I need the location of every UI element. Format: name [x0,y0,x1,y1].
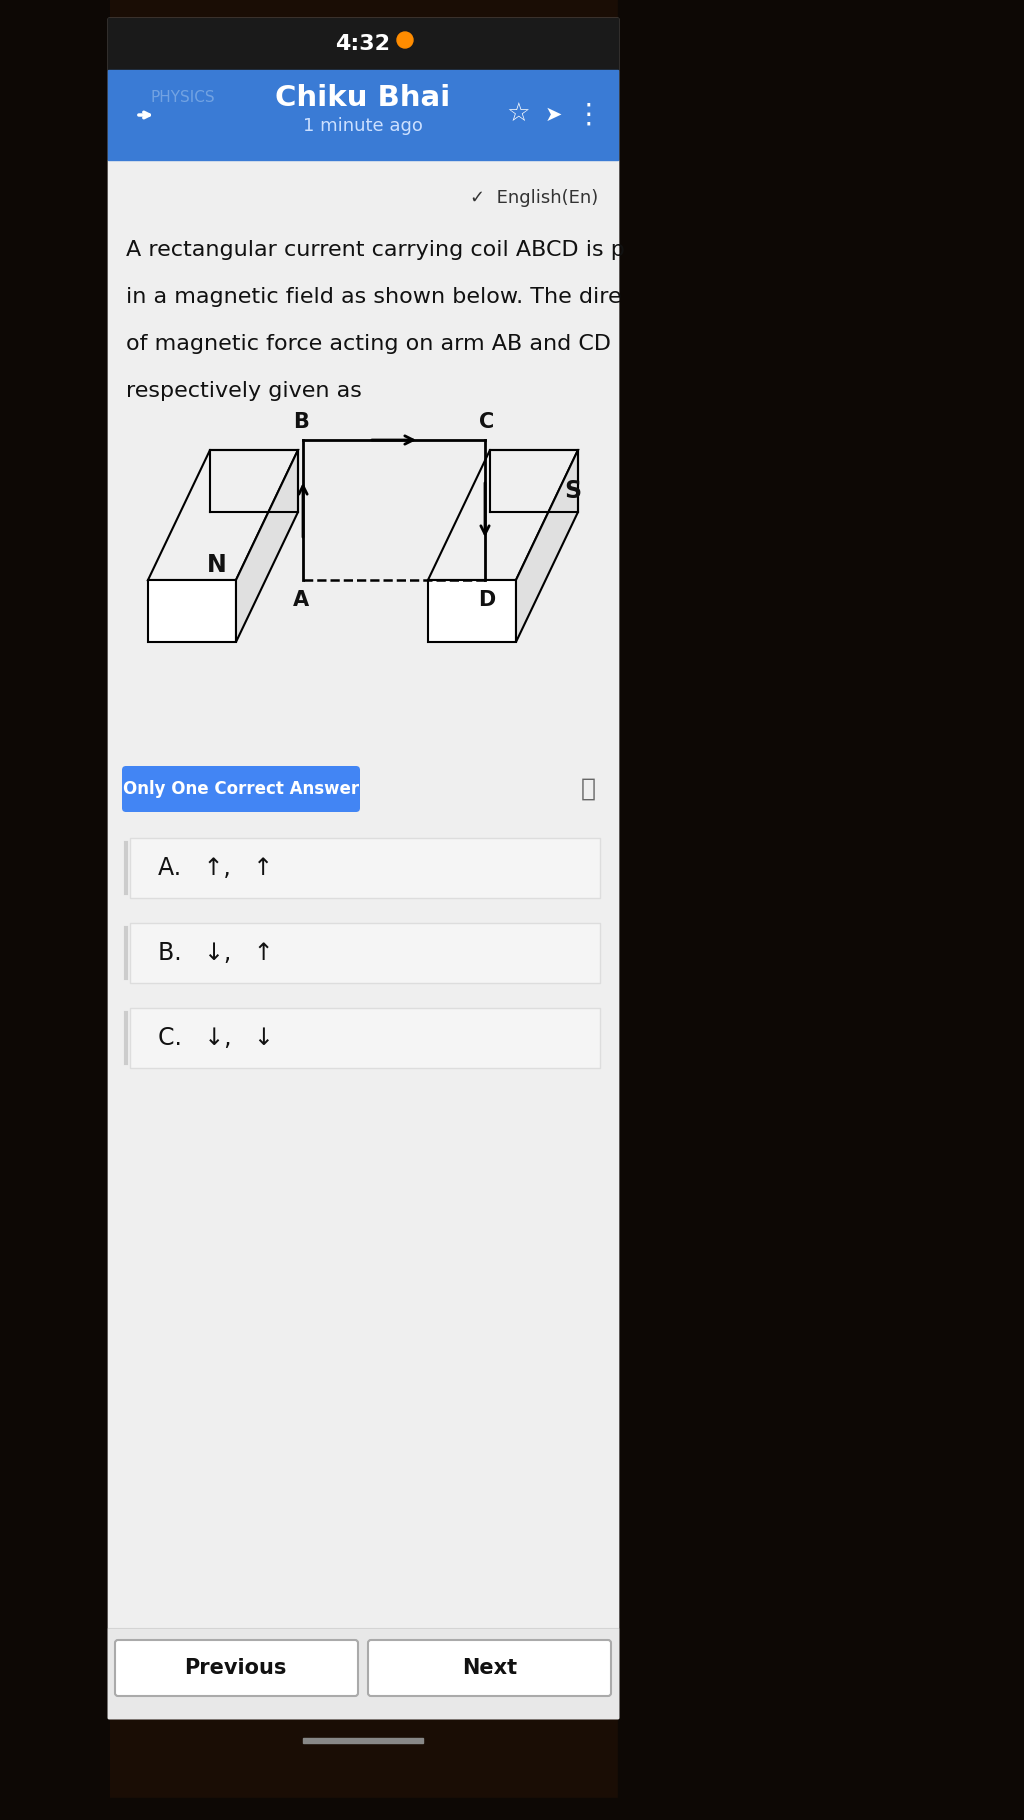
Polygon shape [516,450,578,642]
Bar [108,69,618,160]
Text: of magnetic force acting on arm AB and CD: of magnetic force acting on arm AB and C… [126,335,611,355]
Text: ⓘ: ⓘ [581,777,596,801]
Bar [618,0,1024,1820]
Bar [108,1629,618,1718]
Text: S: S [564,479,582,502]
Text: Previous: Previous [184,1658,286,1678]
Text: Next: Next [463,1658,517,1678]
Text: 1 minute ago: 1 minute ago [303,116,423,135]
Text: C.   ↓,   ↓: C. ↓, ↓ [158,1026,273,1050]
Polygon shape [148,581,236,642]
Text: A: A [293,590,309,610]
Bar [108,18,618,69]
Text: N: N [207,553,226,577]
Bar [130,1008,600,1068]
Bar [108,160,618,1718]
FancyBboxPatch shape [122,766,360,812]
Text: ✓  English(En): ✓ English(En) [470,189,598,207]
Polygon shape [148,450,298,581]
Text: B.   ↓,   ↑: B. ↓, ↑ [158,941,273,965]
Text: respectively given as: respectively given as [126,380,361,400]
Text: ➤: ➤ [544,106,562,126]
Bar [303,1738,423,1744]
Bar [108,18,618,1718]
Text: ☆: ☆ [506,102,529,127]
FancyBboxPatch shape [115,1640,358,1696]
Polygon shape [0,0,110,1820]
Text: A rectangular current carrying coil ABCD is p: A rectangular current carrying coil ABCD… [126,240,625,260]
Bar [130,837,600,897]
Polygon shape [236,450,298,642]
Text: C: C [479,411,495,431]
Bar [0,1798,1024,1820]
Polygon shape [428,581,516,642]
Text: PHYSICS: PHYSICS [151,91,215,106]
Text: D: D [478,590,496,610]
FancyBboxPatch shape [368,1640,611,1696]
Circle shape [397,33,413,47]
Polygon shape [428,450,578,581]
Text: ⋮: ⋮ [574,100,602,129]
Text: B: B [293,411,309,431]
Text: Only One Correct Answer: Only One Correct Answer [123,781,359,797]
Text: in a magnetic field as shown below. The dire: in a magnetic field as shown below. The … [126,288,622,308]
Text: A.   ↑,   ↑: A. ↑, ↑ [158,855,273,881]
Text: Chiku Bhai: Chiku Bhai [275,84,451,113]
Text: 4:32: 4:32 [336,35,390,55]
Bar [130,923,600,983]
